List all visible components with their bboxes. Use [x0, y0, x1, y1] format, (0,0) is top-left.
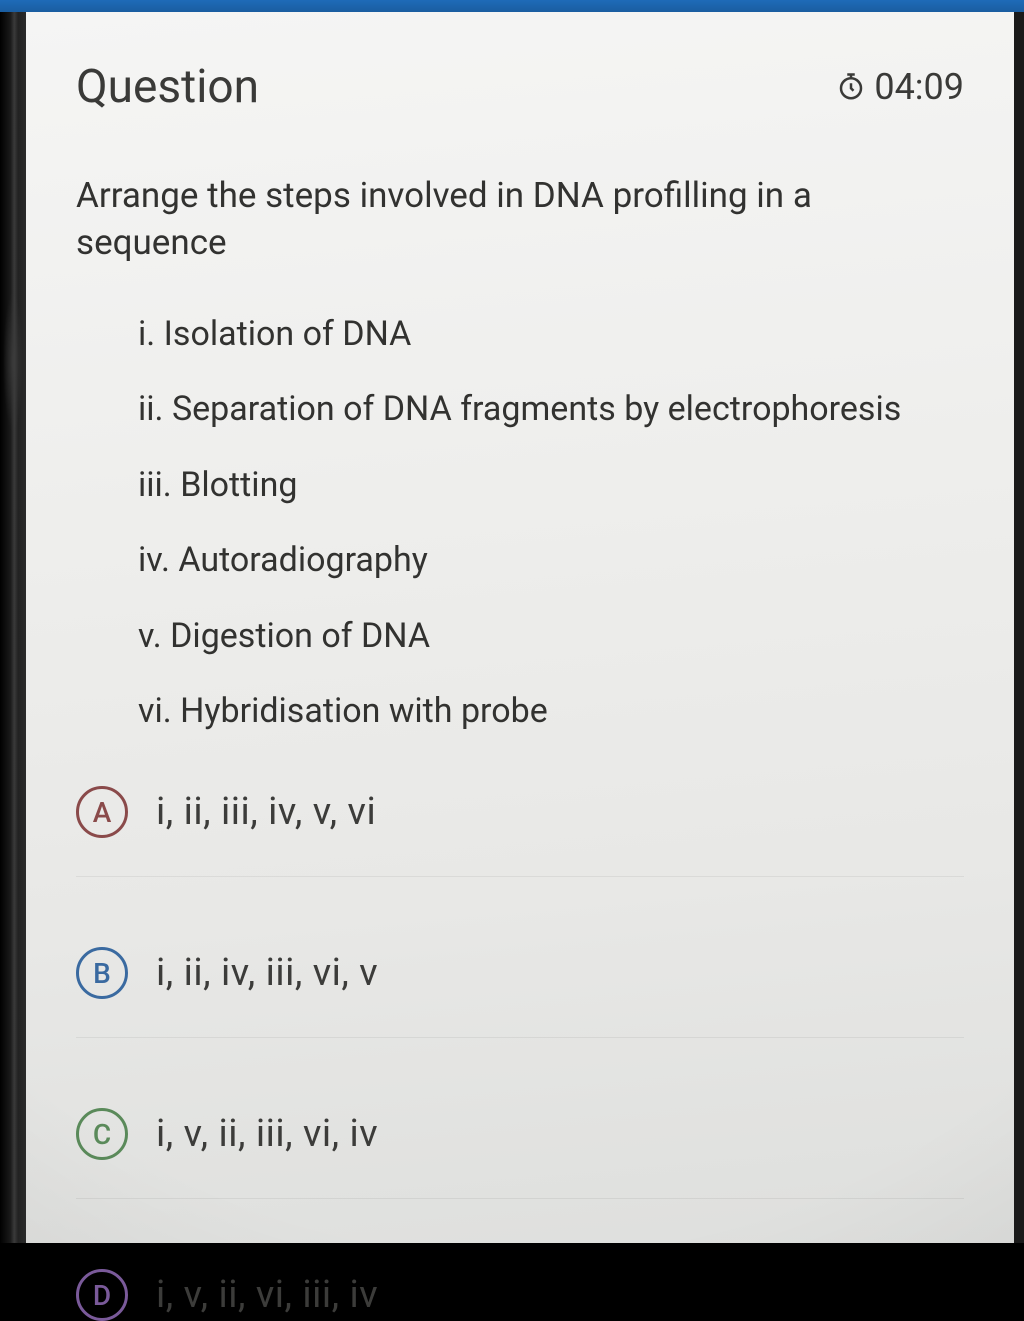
step-item: v. Digestion of DNA: [138, 613, 964, 661]
option-text: i, ii, iv, iii, vi, v: [156, 951, 378, 995]
quiz-screen: Question 04:09 Arrange the steps involve…: [26, 12, 1014, 1243]
step-numeral: iii.: [138, 465, 172, 505]
option-letter-badge: C: [76, 1108, 128, 1160]
option-c[interactable]: C i, v, ii, iii, vi, iv: [76, 1108, 964, 1199]
option-letter-badge: B: [76, 947, 128, 999]
step-item: vi. Hybridisation with probe: [138, 688, 964, 736]
device-edge: [0, 12, 26, 1243]
step-text: Digestion of DNA: [170, 616, 430, 656]
option-letter-badge: A: [76, 786, 128, 838]
step-text: Autoradiography: [178, 540, 427, 580]
question-heading: Question: [76, 60, 259, 114]
option-b[interactable]: B i, ii, iv, iii, vi, v: [76, 947, 964, 1038]
step-text: Isolation of DNA: [164, 314, 412, 354]
options-list: A i, ii, iii, iv, v, vi B i, ii, iv, iii…: [76, 786, 964, 1321]
option-letter-badge: D: [76, 1269, 128, 1321]
option-d[interactable]: D i, v, ii, vi, iii, iv: [76, 1269, 964, 1321]
step-numeral: ii.: [138, 389, 164, 429]
header-row: Question 04:09: [76, 60, 964, 114]
option-a[interactable]: A i, ii, iii, iv, v, vi: [76, 786, 964, 877]
step-item: i. Isolation of DNA: [138, 311, 964, 359]
status-bar: [0, 0, 1024, 12]
step-text: Hybridisation with probe: [180, 691, 548, 731]
step-numeral: v.: [138, 616, 162, 656]
step-text: Blotting: [180, 465, 297, 505]
option-text: i, v, ii, iii, vi, iv: [156, 1112, 378, 1156]
step-numeral: vi.: [138, 691, 172, 731]
step-item: iv. Autoradiography: [138, 537, 964, 585]
step-item: iii. Blotting: [138, 462, 964, 510]
timer-value: 04:09: [874, 66, 964, 108]
question-prompt: Arrange the steps involved in DNA profil…: [76, 172, 964, 267]
step-text: Separation of DNA fragments by electroph…: [172, 389, 901, 429]
step-numeral: i.: [138, 314, 155, 354]
step-numeral: iv.: [138, 540, 170, 580]
option-text: i, ii, iii, iv, v, vi: [156, 790, 376, 834]
timer-icon: [836, 72, 866, 102]
step-item: ii. Separation of DNA fragments by elect…: [138, 386, 964, 434]
phone-frame: Question 04:09 Arrange the steps involve…: [0, 0, 1024, 1243]
steps-list: i. Isolation of DNA ii. Separation of DN…: [76, 311, 964, 737]
option-text: i, v, ii, vi, iii, iv: [156, 1273, 378, 1317]
timer: 04:09: [836, 66, 964, 108]
